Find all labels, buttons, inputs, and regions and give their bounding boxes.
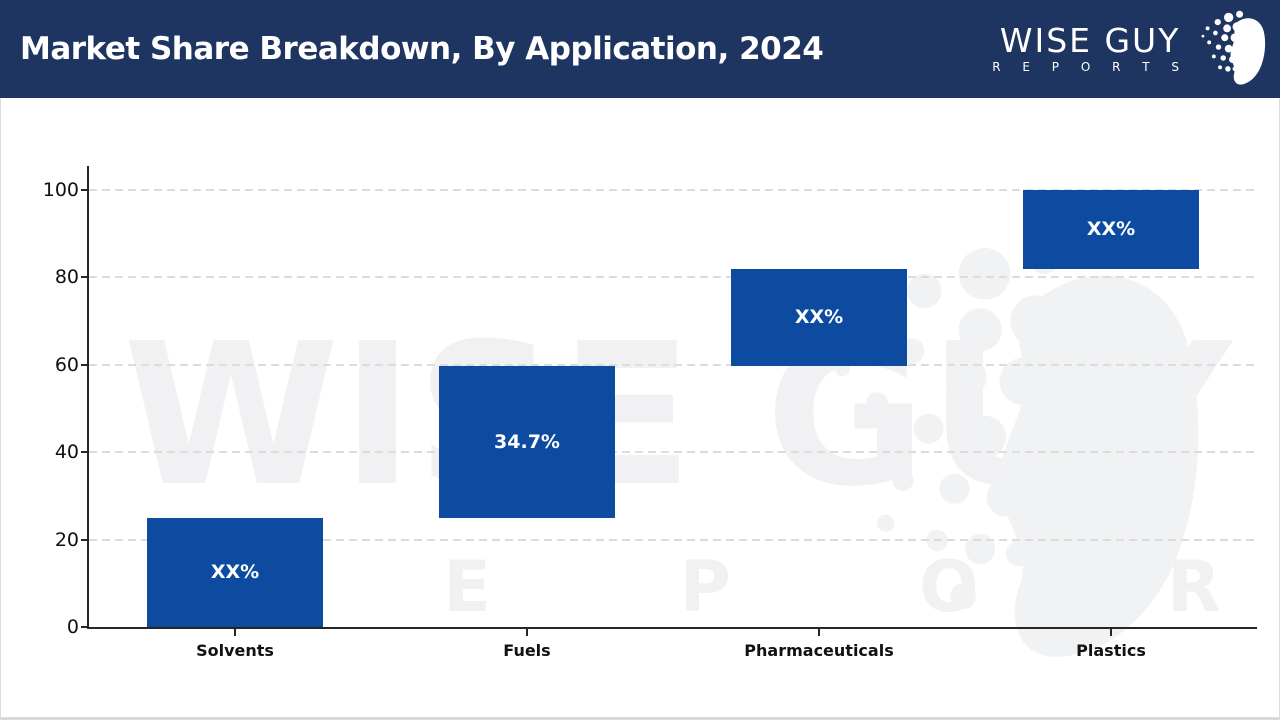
gridline-40 xyxy=(89,451,1257,454)
bar-value-label-solvents: XX% xyxy=(210,561,260,584)
x-tick-label-plastics: Plastics xyxy=(1076,641,1146,660)
x-tick-label-fuels: Fuels xyxy=(503,641,551,660)
y-tick-label-60: 60 xyxy=(54,353,79,376)
y-tick-100 xyxy=(81,189,88,191)
page-title: Market Share Breakdown, By Application, … xyxy=(20,31,824,67)
bar-value-label-fuels: 34.7% xyxy=(494,430,560,453)
watermark-head-graphic xyxy=(834,239,1199,657)
y-tick-label-80: 80 xyxy=(54,266,79,289)
gridline-60 xyxy=(89,363,1257,366)
y-axis-line xyxy=(87,166,89,629)
bar-fuels: 34.7% xyxy=(439,366,615,518)
y-tick-80 xyxy=(81,276,88,279)
y-tick-label-40: 40 xyxy=(54,441,79,464)
bar-value-label-plastics: XX% xyxy=(1086,218,1136,241)
y-tick-label-100: 100 xyxy=(42,179,79,201)
bottom-border xyxy=(0,717,1280,720)
x-tick-pharmaceuticals xyxy=(818,629,820,636)
bar-value-label-pharmaceuticals: XX% xyxy=(794,306,844,329)
gridline-80 xyxy=(89,276,1257,279)
wiseguy-logo: WISE GUY R E P O R T S xyxy=(992,8,1280,90)
x-tick-label-pharmaceuticals: Pharmaceuticals xyxy=(744,641,894,660)
gridline-20 xyxy=(89,538,1257,541)
wiseguy-logo-subtitle: R E P O R T S xyxy=(992,60,1188,74)
x-tick-fuels xyxy=(526,629,528,636)
y-tick-20 xyxy=(81,538,88,541)
x-axis-line xyxy=(87,627,1257,629)
wiseguy-logo-text: WISE GUY R E P O R T S xyxy=(992,24,1188,74)
x-tick-solvents xyxy=(234,629,236,636)
x-tick-plastics xyxy=(1110,629,1112,636)
bar-plastics: XX% xyxy=(1023,190,1199,269)
y-tick-40 xyxy=(81,451,88,454)
y-tick-label-20: 20 xyxy=(54,528,79,551)
chart-canvas: WISE GUY R E P O R T S 020406080100XX%So… xyxy=(0,98,1280,720)
wiseguy-head-icon xyxy=(1201,10,1266,85)
wiseguy-logo-wordmark: WISE GUY xyxy=(999,21,1181,60)
bar-pharmaceuticals: XX% xyxy=(731,268,907,367)
y-tick-0 xyxy=(81,626,88,628)
y-tick-label-0: 0 xyxy=(66,616,79,638)
x-tick-label-solvents: Solvents xyxy=(196,641,274,660)
header-bar: Market Share Breakdown, By Application, … xyxy=(0,0,1280,98)
gridline-100 xyxy=(89,189,1257,191)
y-tick-60 xyxy=(81,363,88,366)
bar-solvents: XX% xyxy=(147,517,323,627)
